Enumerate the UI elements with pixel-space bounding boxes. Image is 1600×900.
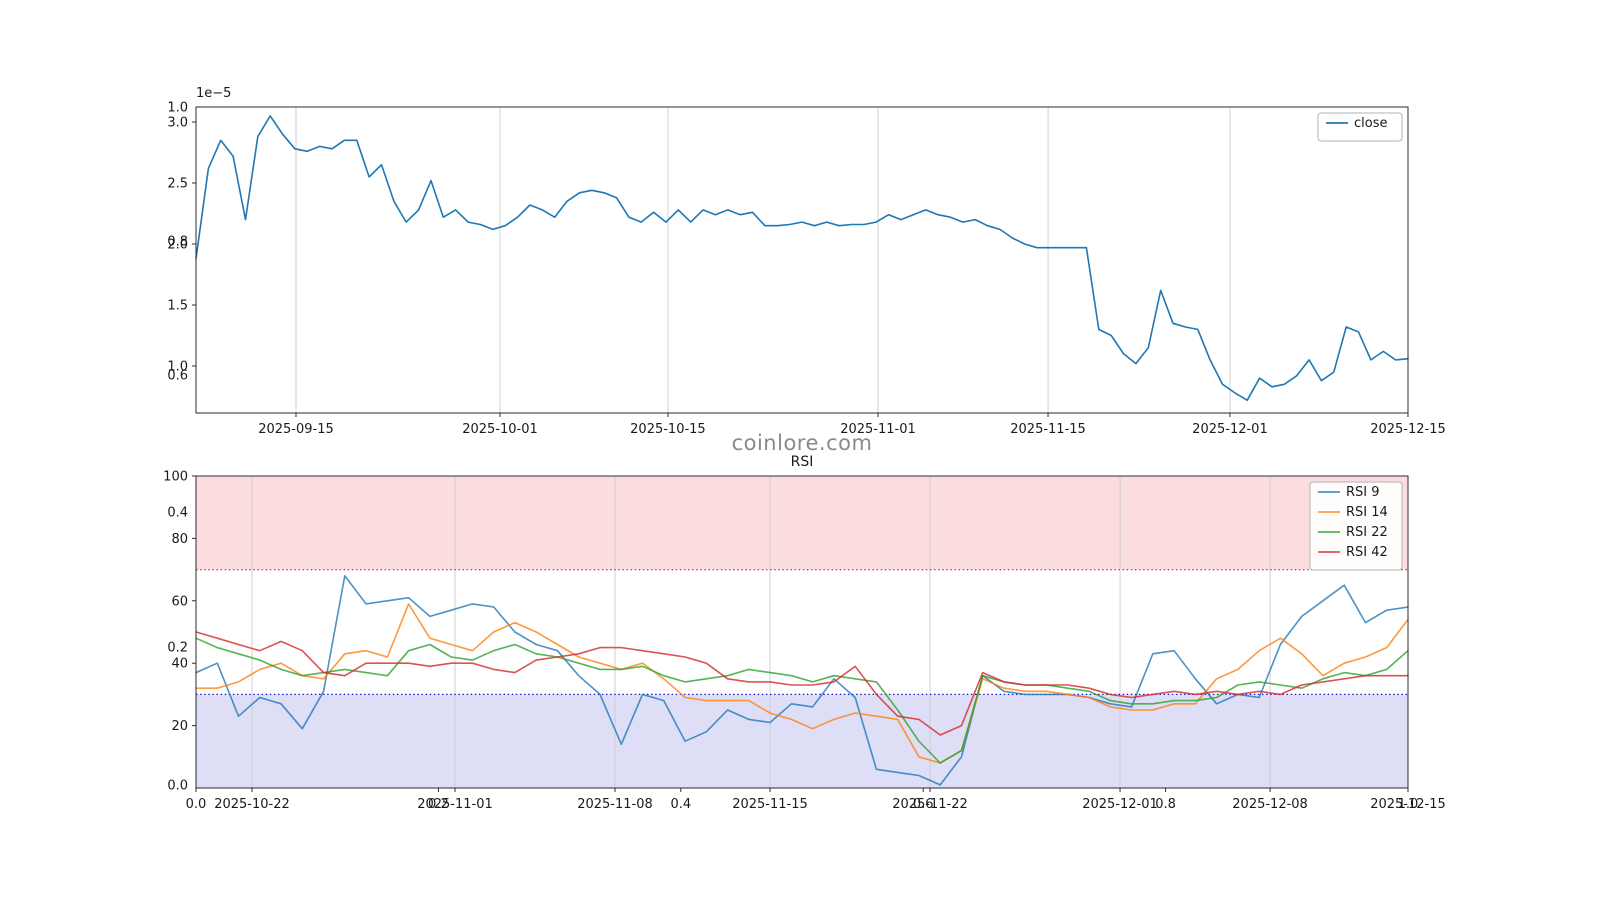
svg-text:40: 40 xyxy=(171,657,188,672)
svg-text:20: 20 xyxy=(171,719,188,734)
svg-text:2.0: 2.0 xyxy=(167,238,188,253)
svg-text:RSI 42: RSI 42 xyxy=(1346,545,1388,560)
rsi-chart-title: RSI xyxy=(790,454,814,470)
series-rsi-42 xyxy=(195,631,1409,736)
svg-text:2025-11-15: 2025-11-15 xyxy=(1010,422,1086,437)
svg-text:2025-10-22: 2025-10-22 xyxy=(214,797,290,812)
svg-text:0.4: 0.4 xyxy=(670,797,691,812)
svg-text:RSI 14: RSI 14 xyxy=(1346,505,1388,520)
legend: RSI 9 RSI 14 RSI 22 RSI 42 xyxy=(1309,481,1403,571)
svg-text:60: 60 xyxy=(171,594,188,609)
svg-text:2025-11-22: 2025-11-22 xyxy=(892,797,968,812)
plot-border xyxy=(195,475,1409,789)
svg-text:0.2: 0.2 xyxy=(167,640,188,655)
svg-text:2025-11-15: 2025-11-15 xyxy=(732,797,808,812)
watermark: coinlore.com xyxy=(731,431,873,455)
svg-text:0.8: 0.8 xyxy=(1155,797,1176,812)
svg-text:0.2: 0.2 xyxy=(428,797,449,812)
svg-text:0.0: 0.0 xyxy=(186,797,207,812)
svg-text:RSI 9: RSI 9 xyxy=(1346,485,1380,500)
svg-text:1.0: 1.0 xyxy=(167,101,188,116)
svg-text:2025-10-01: 2025-10-01 xyxy=(462,422,538,437)
chart-price: 2025-09-15 2025-10-01 2025-10-15 2025-11-01… xyxy=(167,86,1445,437)
svg-text:0.6: 0.6 xyxy=(913,797,934,812)
svg-text:1.0: 1.0 xyxy=(1398,797,1419,812)
svg-text:2025-11-01: 2025-11-01 xyxy=(417,797,493,812)
gridlines xyxy=(295,107,1409,413)
legend: close xyxy=(1317,112,1403,142)
plot-border xyxy=(195,106,1409,414)
series-close xyxy=(195,115,1409,402)
gridlines xyxy=(251,476,1409,788)
svg-text:80: 80 xyxy=(171,532,188,547)
svg-text:3.0: 3.0 xyxy=(167,116,188,131)
svg-text:0.4: 0.4 xyxy=(167,505,188,520)
svg-text:1.0: 1.0 xyxy=(167,360,188,375)
svg-text:1e−5: 1e−5 xyxy=(196,86,231,101)
svg-text:0.8: 0.8 xyxy=(167,235,188,250)
svg-text:2025-12-01: 2025-12-01 xyxy=(1082,797,1158,812)
band-overbought xyxy=(196,476,1408,570)
svg-text:2025-10-15: 2025-10-15 xyxy=(630,422,706,437)
svg-text:close: close xyxy=(1354,116,1387,131)
band-oversold xyxy=(196,694,1408,788)
svg-text:2025-12-01: 2025-12-01 xyxy=(1192,422,1268,437)
svg-text:2025-12-15: 2025-12-15 xyxy=(1370,422,1446,437)
svg-text:2025-12-08: 2025-12-08 xyxy=(1232,797,1308,812)
svg-text:100: 100 xyxy=(163,470,188,485)
svg-text:2.5: 2.5 xyxy=(167,177,188,192)
svg-text:1.5: 1.5 xyxy=(167,299,188,314)
svg-text:2025-11-08: 2025-11-08 xyxy=(577,797,653,812)
svg-text:0.6: 0.6 xyxy=(167,369,188,384)
svg-text:2025-09-15: 2025-09-15 xyxy=(258,422,334,437)
svg-text:RSI 22: RSI 22 xyxy=(1346,525,1388,540)
svg-text:2025-12-15: 2025-12-15 xyxy=(1370,797,1446,812)
series-rsi-14 xyxy=(195,603,1409,764)
svg-text:0.0: 0.0 xyxy=(167,778,188,793)
chart-rsi: 2025-10-22 2025-11-01 2025-11-08 2025-11-15… xyxy=(163,470,1446,813)
svg-text:2025-11-01: 2025-11-01 xyxy=(840,422,916,437)
